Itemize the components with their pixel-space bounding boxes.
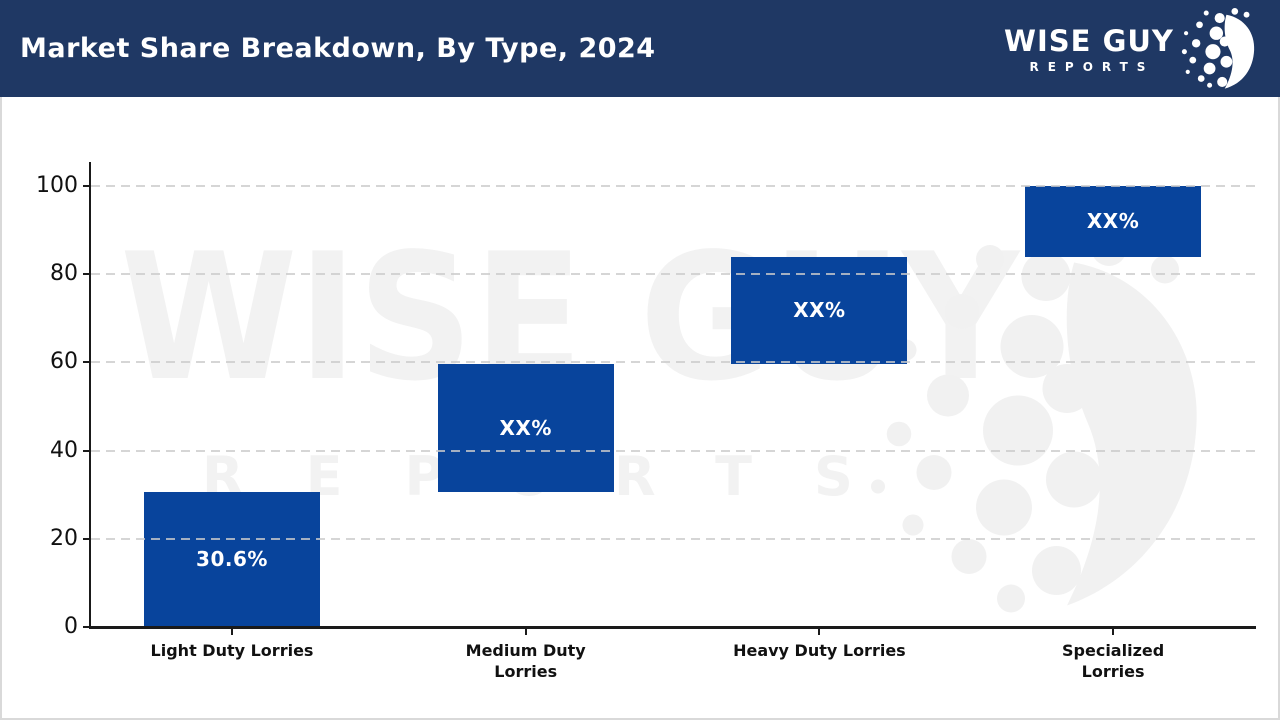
bar-label: XX% [1086, 209, 1140, 234]
category-label: Medium Duty Lorries [465, 641, 586, 681]
y-tick-mark [83, 361, 90, 364]
wiseguy-logo: WISE GUY REPORTS [1004, 6, 1266, 94]
y-tick-mark [83, 537, 90, 540]
x-tick-mark [231, 629, 233, 635]
y-tick-label: 0 [64, 614, 78, 639]
y-tick-label: 60 [50, 349, 78, 375]
bar-label: XX% [499, 416, 552, 440]
watermark-head-icon [871, 231, 1197, 613]
gridline [91, 361, 1255, 364]
bar-4: XX% [1025, 185, 1202, 257]
x-axis [89, 626, 1256, 629]
y-axis [89, 162, 91, 629]
header: Market Share Breakdown, By Type, 2024 WI… [0, 0, 1280, 97]
y-tick-label: 40 [50, 437, 78, 463]
bar-label: XX% [793, 298, 846, 323]
gridline [91, 449, 1255, 452]
gridline [91, 537, 1255, 540]
x-tick-mark [524, 629, 527, 635]
y-tick-mark [83, 626, 90, 628]
y-tick-mark [83, 273, 90, 276]
wiseguy-face-icon [1181, 8, 1255, 89]
logo-brand-text: WISE GUY [1004, 23, 1174, 58]
gridline [91, 184, 1255, 187]
bar-label: 30.6% [196, 547, 268, 572]
category-label: Specialized Lorries [1062, 641, 1165, 681]
bar-1: 30.6% [144, 491, 320, 627]
page-title: Market Share Breakdown, By Type, 2024 [20, 33, 656, 64]
y-tick-mark [83, 184, 90, 187]
x-tick-mark [818, 629, 821, 635]
logo-sub-text: REPORTS [1029, 59, 1155, 74]
gridline [91, 273, 1255, 276]
y-tick-mark [83, 449, 90, 452]
category-label: Light Duty Lorries [150, 641, 314, 660]
y-tick-label: 20 [50, 525, 78, 551]
y-tick-label: 100 [36, 172, 78, 198]
x-tick-mark [1112, 629, 1115, 635]
category-label: Heavy Duty Lorries [733, 641, 906, 660]
y-tick-label: 80 [50, 261, 78, 287]
plot-area: WISE GUY REPORTS 02040608010030.6%Light … [0, 97, 1280, 720]
logo-text: WISE GUY REPORTS [1004, 23, 1174, 74]
bar-2: XX% [437, 364, 614, 492]
